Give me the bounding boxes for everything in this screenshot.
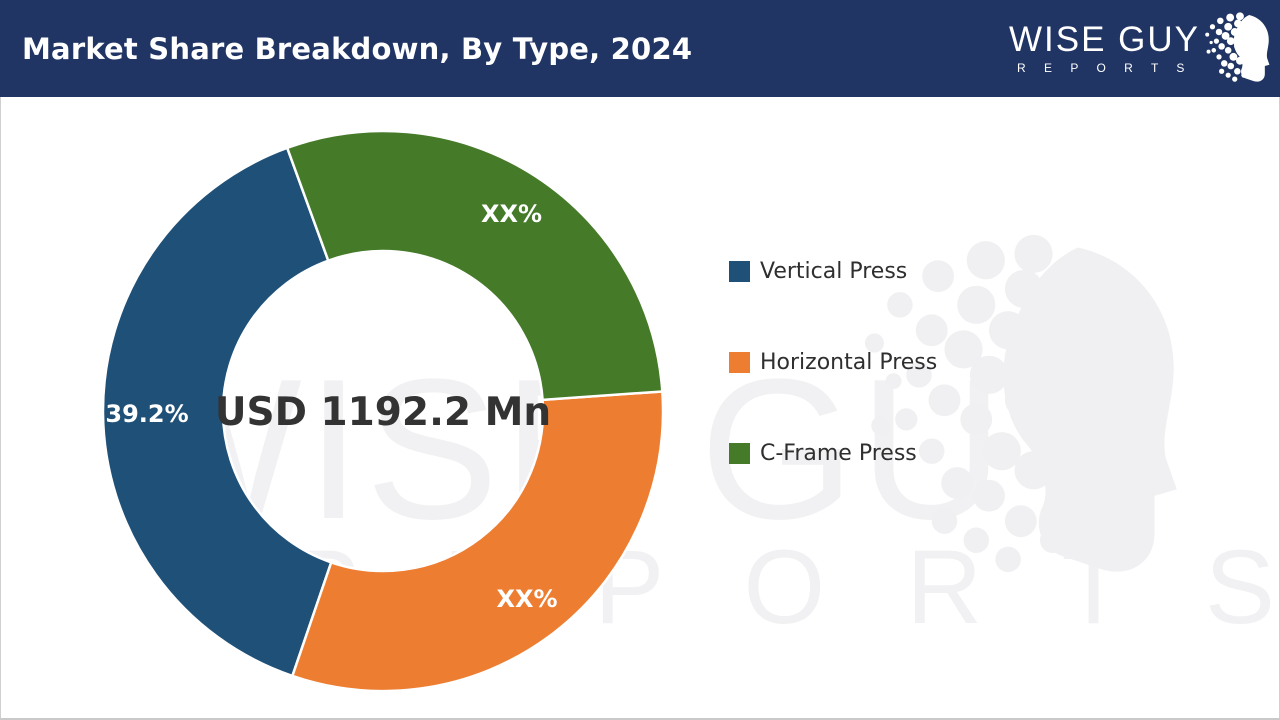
header: Market Share Breakdown, By Type, 2024 WI… <box>0 0 1280 97</box>
chart-legend: Vertical Press Horizontal Press C-Frame … <box>729 258 938 533</box>
slice-value-label: XX% <box>496 585 557 613</box>
legend-swatch-vertical-press <box>729 260 750 282</box>
donut-segment-c-frame-press <box>285 129 664 402</box>
legend-label: C-Frame Press <box>760 440 917 466</box>
legend-label: Horizontal Press <box>760 349 938 375</box>
brand-logo: WISE GUY R E P O R T S <box>1009 10 1274 88</box>
legend-item-vertical-press: Vertical Press <box>729 258 937 284</box>
brand-logo-text: WISE GUY R E P O R T S <box>1009 22 1200 75</box>
legend-item-c-frame-press: C-Frame Press <box>729 440 937 466</box>
donut-segment-horizontal-press <box>290 390 665 693</box>
donut-center-value: USD 1192.2 Mn <box>215 390 551 435</box>
logo-subtext: R E P O R T S <box>1017 61 1192 75</box>
page-title: Market Share Breakdown, By Type, 2024 <box>22 31 693 66</box>
legend-item-horizontal-press: Horizontal Press <box>729 349 938 375</box>
logo-face-icon <box>1205 11 1270 82</box>
slice-value-label: XX% <box>481 200 542 228</box>
legend-swatch-horizontal-press <box>729 351 750 373</box>
logo-wordmark: WISE GUY <box>1008 20 1200 59</box>
chart-area: WISE GUY R E P O R T S 39.2%XX%XX%USD 11… <box>0 97 1280 720</box>
donut-segment-vertical-press <box>101 146 333 678</box>
legend-label: Vertical Press <box>760 258 908 284</box>
donut-chart: 39.2% XX% XX% USD 1192.2 Mn <box>101 129 665 693</box>
legend-swatch-c-frame-press <box>729 442 750 464</box>
slice-value-label: 39.2% <box>105 400 188 428</box>
